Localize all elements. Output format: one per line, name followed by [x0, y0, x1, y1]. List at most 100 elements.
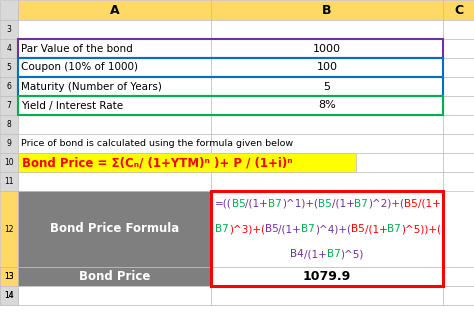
Bar — [211, 267, 443, 286]
Text: )^5))+(: )^5))+( — [401, 224, 441, 234]
Text: B5: B5 — [318, 199, 332, 209]
Text: 10: 10 — [4, 158, 14, 167]
Bar — [211, 0, 443, 20]
Bar — [18, 153, 211, 172]
Bar — [0, 0, 18, 20]
Bar — [18, 153, 356, 172]
Text: )^4)+(: )^4)+( — [315, 224, 351, 234]
Text: 8%: 8% — [318, 100, 336, 110]
Bar — [0, 267, 18, 286]
Bar — [0, 39, 18, 58]
Text: 14: 14 — [4, 291, 14, 300]
Bar — [443, 153, 474, 172]
Text: 5: 5 — [7, 63, 11, 72]
Text: /(1+: /(1+ — [365, 224, 388, 234]
Bar — [443, 20, 474, 39]
Bar — [211, 191, 443, 267]
Text: 13: 13 — [4, 272, 14, 281]
Text: /(1+: /(1+ — [332, 199, 355, 209]
Bar — [443, 0, 474, 20]
Bar — [0, 286, 18, 305]
Text: B5: B5 — [265, 224, 279, 234]
Text: /(1+: /(1+ — [279, 224, 301, 234]
Text: Par Value of the bond: Par Value of the bond — [21, 44, 133, 54]
Text: =((: =(( — [215, 199, 232, 209]
Text: A: A — [109, 4, 119, 16]
Text: Yield / Interest Rate: Yield / Interest Rate — [21, 100, 123, 110]
Text: /(1+: /(1+ — [304, 249, 327, 259]
Text: B5: B5 — [351, 224, 365, 234]
Bar — [211, 191, 443, 286]
Bar — [0, 134, 18, 153]
Text: 9: 9 — [7, 139, 11, 148]
Text: Bond Price = Σ(Cₙ/ (1+YTM)ⁿ )+ P / (1+i)ⁿ: Bond Price = Σ(Cₙ/ (1+YTM)ⁿ )+ P / (1+i)… — [22, 156, 292, 169]
Bar — [211, 172, 443, 191]
Bar — [443, 115, 474, 134]
Bar — [443, 77, 474, 96]
Text: 100: 100 — [317, 62, 337, 72]
Text: 4: 4 — [7, 44, 11, 53]
Bar — [18, 172, 211, 191]
Bar — [18, 267, 211, 286]
Bar — [18, 77, 443, 96]
Text: )^1)+(: )^1)+( — [282, 199, 318, 209]
Text: Coupon (10% of 1000): Coupon (10% of 1000) — [21, 62, 138, 72]
Bar — [18, 77, 211, 96]
Text: C: C — [454, 4, 463, 16]
Bar — [0, 172, 18, 191]
Bar — [0, 58, 18, 77]
Text: B5: B5 — [404, 199, 418, 209]
Text: 6: 6 — [7, 82, 11, 91]
Text: B: B — [322, 4, 332, 16]
Text: B7: B7 — [388, 224, 401, 234]
Text: /(1+: /(1+ — [418, 199, 441, 209]
Bar — [18, 20, 211, 39]
Bar — [211, 153, 443, 172]
Bar — [18, 134, 211, 153]
Text: 12: 12 — [4, 224, 14, 234]
Text: /(1+: /(1+ — [246, 199, 268, 209]
Bar — [18, 96, 211, 115]
Text: )^2)+(: )^2)+( — [368, 199, 404, 209]
Bar — [211, 286, 443, 305]
Bar — [18, 0, 211, 20]
Bar — [443, 267, 474, 286]
Bar — [0, 115, 18, 134]
Bar — [0, 20, 18, 39]
Text: B7: B7 — [268, 199, 282, 209]
Bar — [18, 286, 211, 305]
Bar — [0, 267, 18, 286]
Bar — [443, 286, 474, 305]
Bar — [211, 115, 443, 134]
Bar — [211, 267, 443, 286]
Bar — [443, 96, 474, 115]
Bar — [0, 191, 18, 267]
Bar — [0, 286, 18, 305]
Text: B7: B7 — [327, 249, 340, 259]
Text: 5: 5 — [323, 81, 330, 91]
Bar — [18, 286, 211, 305]
Text: 13: 13 — [4, 272, 14, 281]
Text: B7: B7 — [215, 224, 229, 234]
Text: Bond Price Formula: Bond Price Formula — [50, 223, 179, 235]
Text: B4: B4 — [290, 249, 304, 259]
Text: Bond Price: Bond Price — [79, 270, 150, 283]
Bar — [443, 58, 474, 77]
Text: )^3)+(: )^3)+( — [229, 224, 265, 234]
Bar — [211, 96, 443, 115]
Bar — [211, 39, 443, 58]
Bar — [211, 20, 443, 39]
Bar — [211, 286, 443, 305]
Bar — [443, 286, 474, 305]
Text: 7: 7 — [7, 101, 11, 110]
Bar — [18, 58, 211, 77]
Bar — [0, 96, 18, 115]
Bar — [18, 39, 443, 58]
Bar — [443, 134, 474, 153]
Bar — [211, 77, 443, 96]
Bar — [18, 39, 211, 58]
Text: B7: B7 — [301, 224, 315, 234]
Bar — [18, 115, 211, 134]
Bar — [18, 58, 443, 77]
Bar — [211, 58, 443, 77]
